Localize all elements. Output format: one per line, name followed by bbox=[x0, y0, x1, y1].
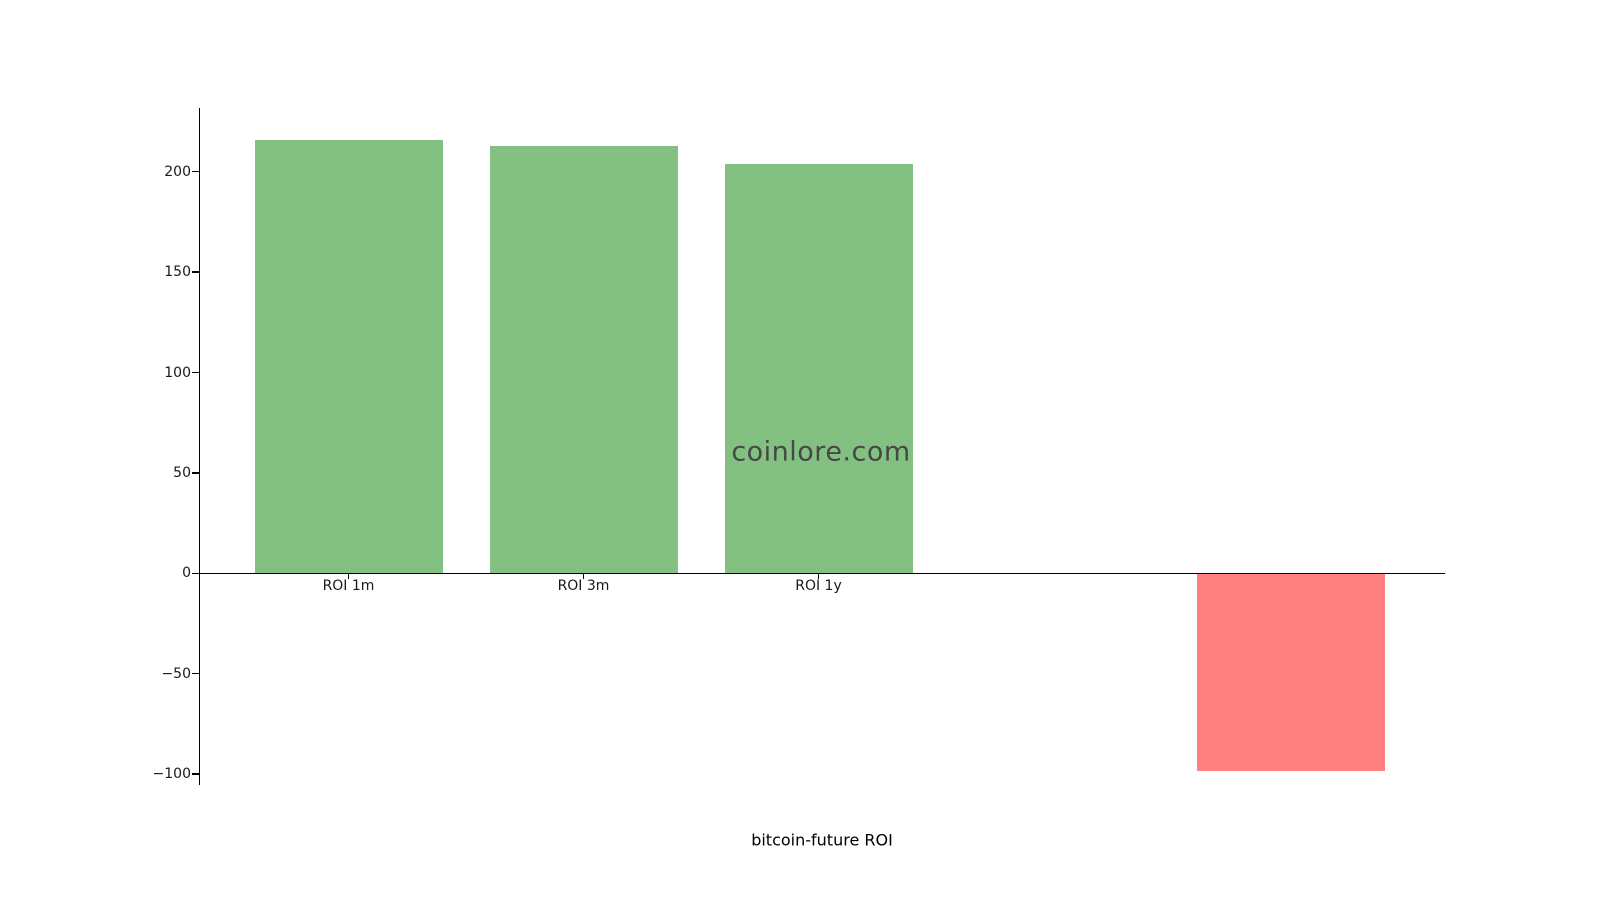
y-tick-label: 100 bbox=[164, 364, 191, 381]
y-tick-mark bbox=[191, 773, 199, 775]
bar-unlabeled bbox=[1196, 574, 1385, 771]
x-tick-label: ROI 1y bbox=[795, 578, 842, 594]
x-tick-mark bbox=[347, 574, 350, 580]
x-tick-mark bbox=[817, 574, 820, 580]
y-tick-mark bbox=[191, 271, 199, 273]
y-tick-label: 50 bbox=[173, 464, 191, 481]
y-tick-label: −100 bbox=[152, 766, 191, 783]
x-axis-baseline bbox=[198, 572, 1445, 575]
y-tick-mark bbox=[191, 572, 199, 575]
bar-roi-1y bbox=[724, 163, 913, 574]
y-tick-mark bbox=[191, 672, 199, 675]
y-tick-mark bbox=[191, 472, 199, 474]
bar-roi-3m bbox=[489, 145, 678, 574]
y-tick-label: −50 bbox=[161, 665, 191, 682]
bar-roi-1m bbox=[254, 139, 443, 574]
watermark-text: coinlore.com bbox=[731, 436, 911, 468]
y-tick-mark bbox=[191, 371, 199, 374]
y-tick-mark bbox=[191, 170, 199, 173]
x-tick-mark bbox=[582, 574, 585, 580]
chart-title: bitcoin-future ROI bbox=[751, 830, 893, 850]
y-tick-label: 150 bbox=[164, 264, 191, 281]
y-tick-label: 0 bbox=[182, 565, 191, 582]
x-tick-label: ROI 1m bbox=[322, 578, 375, 594]
y-tick-label: 200 bbox=[164, 163, 191, 180]
y-axis-spine bbox=[198, 108, 200, 785]
x-tick-label: ROI 3m bbox=[557, 578, 610, 594]
